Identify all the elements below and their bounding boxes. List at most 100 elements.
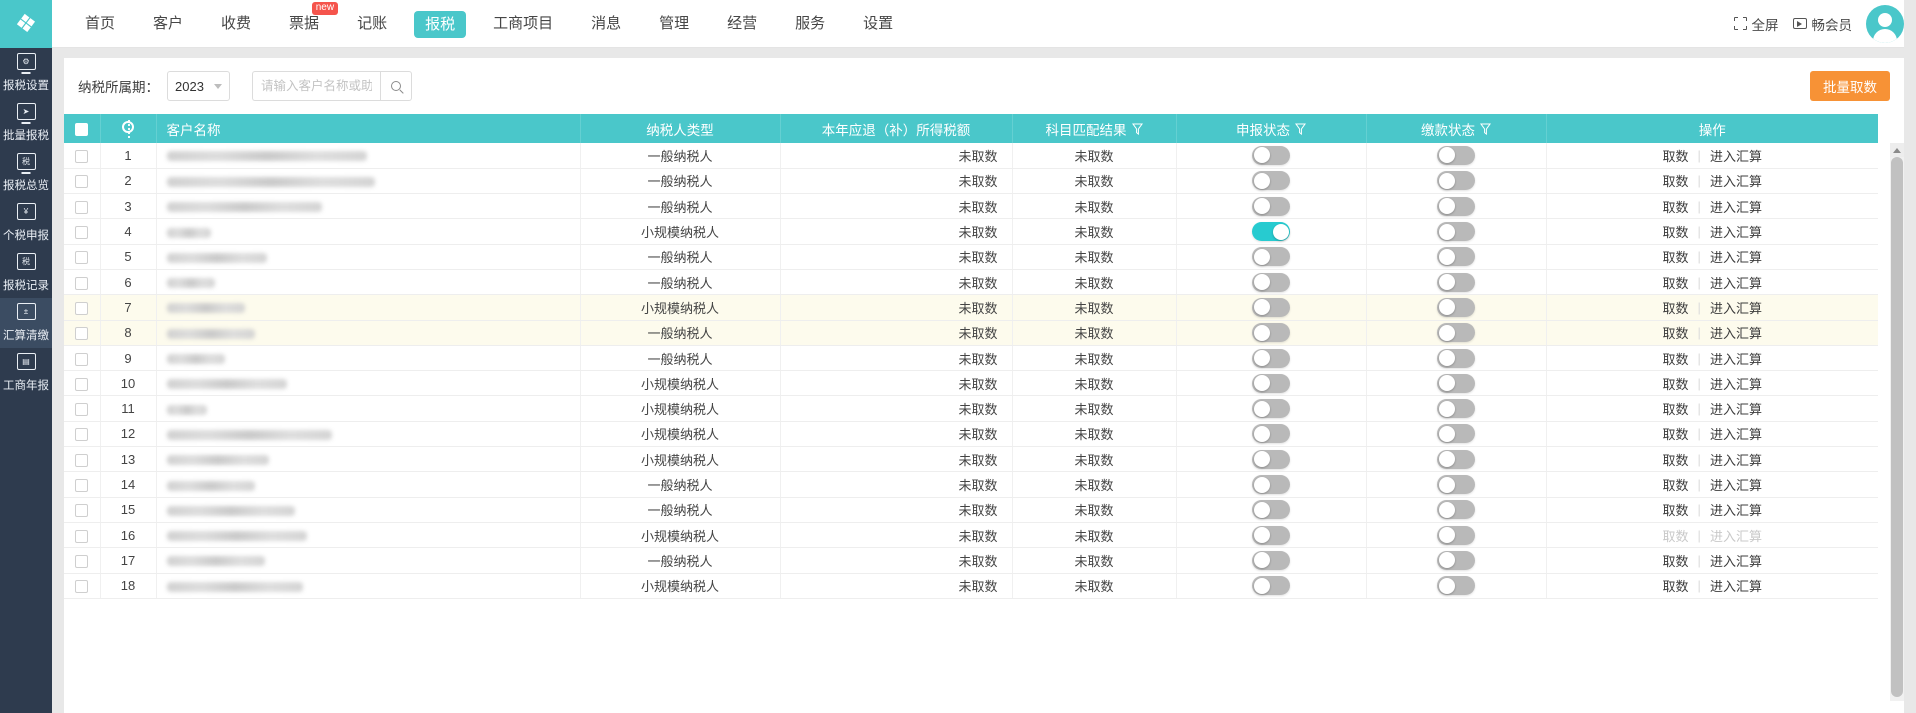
row-checkbox-cell[interactable] — [64, 522, 101, 549]
enter-settlement-link[interactable]: 进入汇算 — [1709, 351, 1762, 367]
row-checkbox-cell[interactable] — [64, 370, 101, 397]
enter-settlement-link[interactable]: 进入汇算 — [1709, 225, 1762, 241]
nav-item-3[interactable]: 收费 — [202, 0, 270, 48]
batch-fetch-button[interactable]: 批量取数 — [1810, 71, 1890, 101]
payment-status-cell[interactable] — [1366, 143, 1547, 169]
row-checkbox[interactable] — [75, 276, 89, 290]
filter-icon[interactable] — [1295, 122, 1306, 135]
payment-status-toggle[interactable] — [1437, 348, 1475, 368]
declare-status-toggle[interactable] — [1252, 171, 1290, 191]
nav-item-1[interactable]: 首页 — [66, 0, 134, 48]
row-checkbox[interactable] — [75, 149, 89, 163]
row-checkbox[interactable] — [75, 175, 89, 189]
app-logo[interactable]: ❖ — [0, 0, 52, 48]
fetch-data-link[interactable]: 取数 — [1662, 402, 1689, 418]
fetch-data-link[interactable]: 取数 — [1662, 579, 1689, 595]
table-row[interactable]: 6 一般纳税人 未取数 未取数 取数 | 进入汇算 — [64, 269, 1878, 296]
declare-status-cell[interactable] — [1176, 218, 1367, 245]
table-row[interactable]: 10 小规模纳税人 未取数 未取数 取数 | 进入汇算 — [64, 370, 1878, 397]
payment-status-toggle[interactable] — [1437, 424, 1475, 444]
payment-status-cell[interactable] — [1366, 294, 1547, 321]
table-row[interactable]: 7 小规模纳税人 未取数 未取数 取数 | 进入汇算 — [64, 294, 1878, 321]
row-checkbox[interactable] — [75, 504, 89, 518]
enter-settlement-link[interactable]: 进入汇算 — [1709, 528, 1762, 544]
payment-status-cell[interactable] — [1366, 244, 1547, 270]
row-checkbox[interactable] — [75, 403, 89, 417]
payment-status-toggle[interactable] — [1437, 196, 1475, 216]
enter-settlement-link[interactable]: 进入汇算 — [1709, 148, 1762, 164]
row-checkbox-cell[interactable] — [64, 446, 101, 473]
nav-item-11[interactable]: 服务 — [776, 0, 844, 48]
declare-status-cell[interactable] — [1176, 421, 1367, 448]
enter-settlement-link[interactable]: 进入汇算 — [1709, 553, 1762, 569]
enter-settlement-link[interactable]: 进入汇算 — [1709, 174, 1762, 190]
search-button[interactable] — [380, 71, 412, 101]
filter-icon[interactable] — [1131, 122, 1143, 135]
table-row[interactable]: 13 小规模纳税人 未取数 未取数 取数 | 进入汇算 — [64, 446, 1878, 473]
table-row[interactable]: 18 小规模纳税人 未取数 未取数 取数 | 进入汇算 — [64, 573, 1878, 599]
vertical-scrollbar[interactable] — [1890, 143, 1904, 701]
table-row[interactable]: 15 一般纳税人 未取数 未取数 取数 | 进入汇算 — [64, 497, 1878, 523]
payment-status-cell[interactable] — [1366, 421, 1547, 448]
fetch-data-link[interactable]: 取数 — [1662, 528, 1689, 544]
fetch-data-link[interactable]: 取数 — [1662, 250, 1689, 266]
enter-settlement-link[interactable]: 进入汇算 — [1709, 300, 1762, 316]
enter-settlement-link[interactable]: 进入汇算 — [1709, 402, 1762, 418]
row-checkbox-cell[interactable] — [64, 547, 101, 574]
payment-status-cell[interactable] — [1366, 168, 1547, 195]
fetch-data-link[interactable]: 取数 — [1662, 503, 1689, 519]
declare-status-toggle[interactable] — [1252, 272, 1290, 292]
payment-status-cell[interactable] — [1366, 522, 1547, 549]
declare-status-cell[interactable] — [1176, 143, 1367, 169]
fetch-data-link[interactable]: 取数 — [1662, 351, 1689, 367]
declare-status-toggle[interactable] — [1252, 348, 1290, 368]
row-checkbox[interactable] — [75, 352, 89, 366]
row-checkbox[interactable] — [75, 453, 89, 467]
declare-status-toggle[interactable] — [1252, 525, 1290, 545]
payment-status-toggle[interactable] — [1437, 171, 1475, 191]
search-input[interactable] — [252, 71, 380, 101]
payment-status-cell[interactable] — [1366, 573, 1547, 599]
declare-status-toggle[interactable] — [1252, 373, 1290, 393]
payment-status-cell[interactable] — [1366, 193, 1547, 220]
fetch-data-link[interactable]: 取数 — [1662, 553, 1689, 569]
payment-status-cell[interactable] — [1366, 269, 1547, 296]
row-checkbox[interactable] — [75, 226, 89, 240]
payment-status-toggle[interactable] — [1437, 272, 1475, 292]
fetch-data-link[interactable]: 取数 — [1662, 478, 1689, 493]
declare-status-cell[interactable] — [1176, 471, 1367, 498]
row-checkbox-cell[interactable] — [64, 573, 101, 599]
payment-status-cell[interactable] — [1366, 446, 1547, 473]
fetch-data-link[interactable]: 取数 — [1662, 275, 1689, 291]
row-checkbox-cell[interactable] — [64, 143, 101, 169]
declare-status-cell[interactable] — [1176, 244, 1367, 270]
enter-settlement-link[interactable]: 进入汇算 — [1709, 326, 1762, 342]
payment-status-cell[interactable] — [1366, 395, 1547, 422]
payment-status-toggle[interactable] — [1437, 576, 1475, 596]
payment-status-toggle[interactable] — [1437, 475, 1475, 494]
row-checkbox[interactable] — [75, 554, 89, 568]
row-checkbox[interactable] — [75, 580, 89, 594]
enter-settlement-link[interactable]: 进入汇算 — [1709, 579, 1762, 595]
column-settings-header[interactable] — [100, 114, 157, 143]
row-checkbox[interactable] — [75, 377, 89, 391]
sidebar-item-6[interactable]: ± 汇算清缴 — [0, 298, 52, 348]
declare-status-cell[interactable] — [1176, 269, 1367, 296]
sidebar-item-5[interactable]: 税报税记录 — [0, 248, 52, 298]
row-checkbox[interactable] — [75, 479, 89, 493]
declare-status-cell[interactable] — [1176, 573, 1367, 599]
enter-settlement-link[interactable]: 进入汇算 — [1709, 376, 1762, 392]
payment-status-toggle[interactable] — [1437, 399, 1475, 419]
member-button[interactable]: 畅会员 — [1792, 14, 1852, 34]
payment-status-toggle[interactable] — [1437, 525, 1475, 545]
declare-status-toggle[interactable] — [1252, 196, 1290, 216]
select-all-header[interactable] — [64, 114, 101, 143]
nav-item-9[interactable]: 管理 — [640, 0, 708, 48]
fetch-data-link[interactable]: 取数 — [1662, 326, 1689, 342]
row-checkbox[interactable] — [75, 529, 89, 543]
table-row[interactable]: 14 一般纳税人 未取数 未取数 取数 | 进入汇算 — [64, 471, 1878, 498]
table-row[interactable]: 9 一般纳税人 未取数 未取数 取数 | 进入汇算 — [64, 345, 1878, 372]
row-checkbox[interactable] — [75, 301, 89, 315]
declare-status-cell[interactable] — [1176, 294, 1367, 321]
declare-status-toggle[interactable] — [1252, 424, 1290, 444]
